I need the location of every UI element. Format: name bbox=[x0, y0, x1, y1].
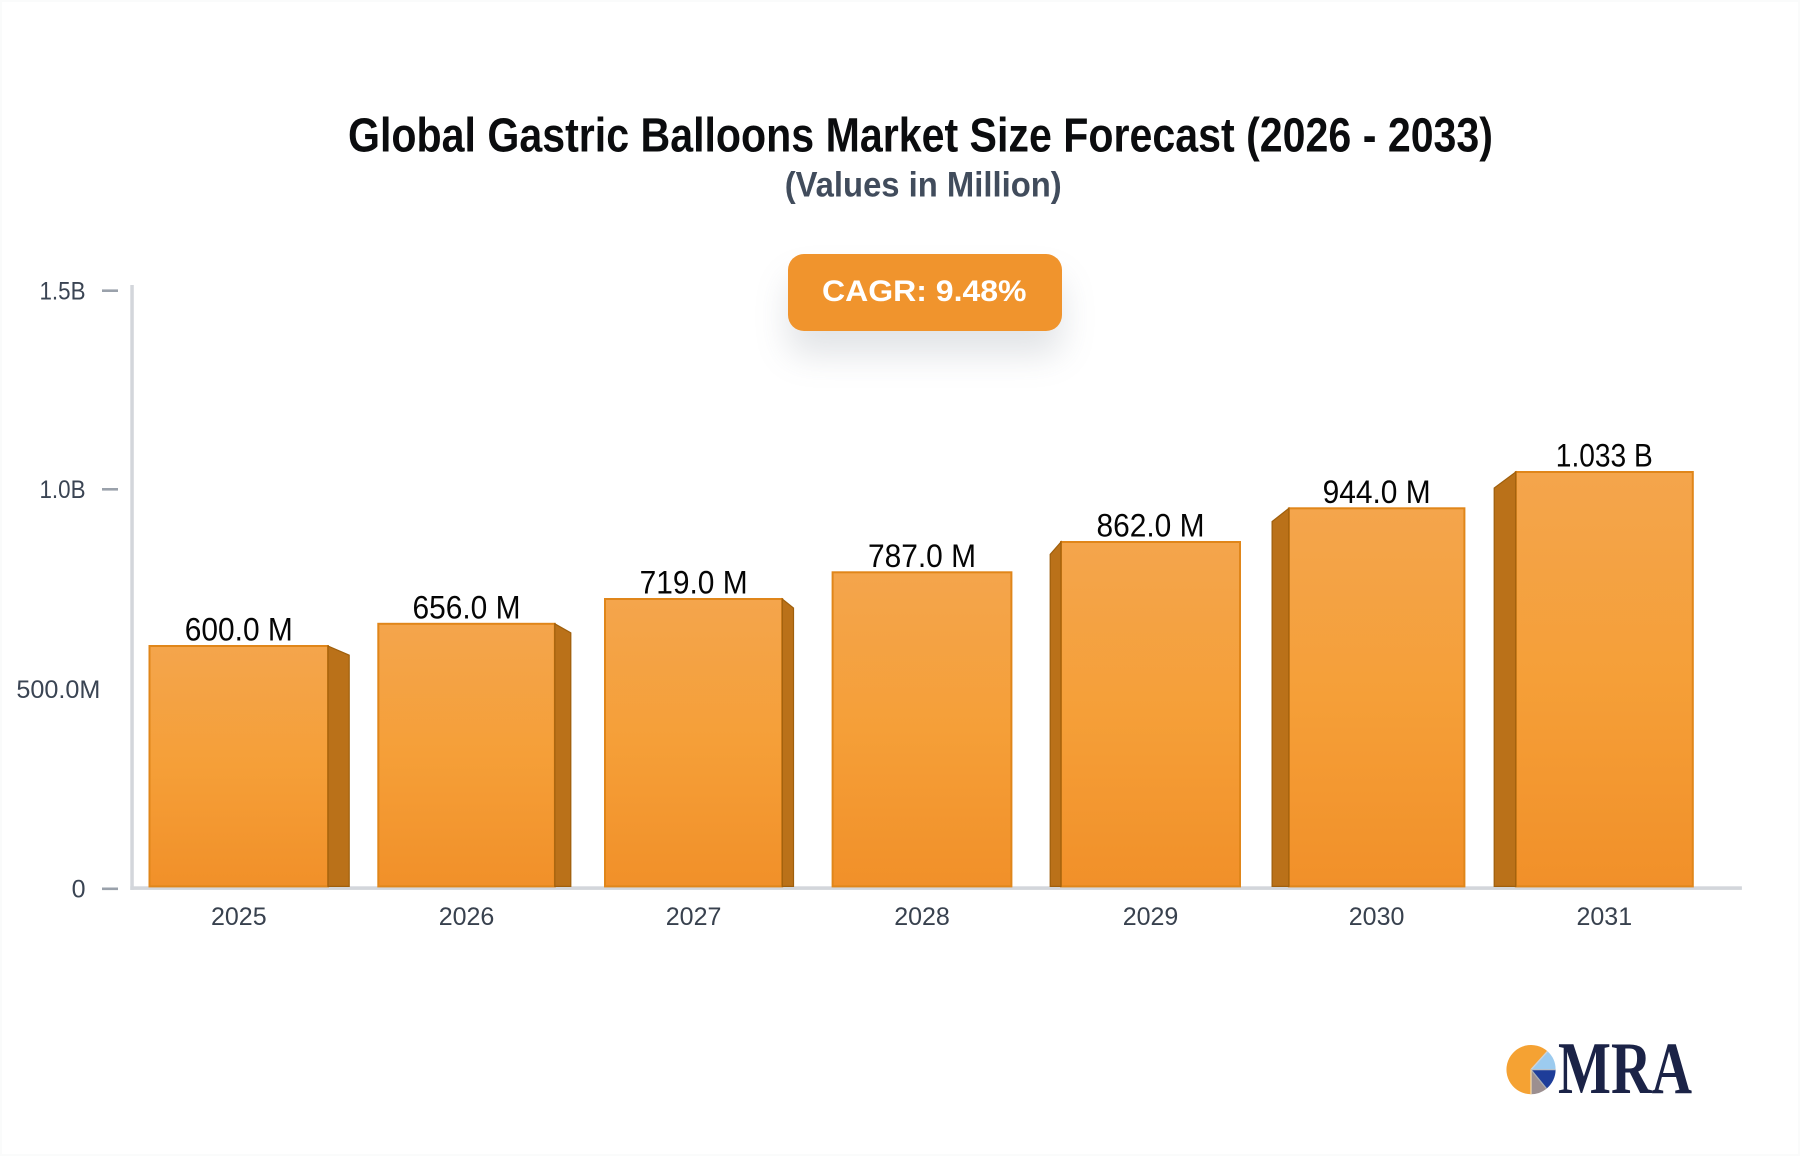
svg-text:2025: 2025 bbox=[211, 903, 267, 931]
svg-text:2027: 2027 bbox=[666, 903, 722, 931]
svg-text:Global Gastric Balloons Market: Global Gastric Balloons Market Size Fore… bbox=[348, 109, 1493, 163]
svg-text:CAGR: 9.48%: CAGR: 9.48% bbox=[822, 275, 1027, 308]
svg-text:1.0B: 1.0B bbox=[40, 476, 86, 504]
svg-text:944.0 M: 944.0 M bbox=[1323, 474, 1431, 510]
svg-text:2029: 2029 bbox=[1123, 903, 1179, 931]
svg-text:2030: 2030 bbox=[1349, 903, 1405, 931]
svg-text:656.0 M: 656.0 M bbox=[413, 590, 521, 626]
svg-text:500.0M: 500.0M bbox=[16, 676, 100, 704]
svg-text:0: 0 bbox=[72, 876, 86, 904]
svg-text:600.0 M: 600.0 M bbox=[185, 612, 293, 648]
svg-text:2031: 2031 bbox=[1576, 903, 1632, 931]
svg-text:862.0 M: 862.0 M bbox=[1097, 508, 1205, 544]
svg-text:719.0 M: 719.0 M bbox=[640, 565, 748, 601]
svg-text:1.5B: 1.5B bbox=[40, 278, 86, 306]
svg-text:2026: 2026 bbox=[439, 903, 495, 931]
svg-text:(Values in Million): (Values in Million) bbox=[785, 166, 1062, 205]
svg-text:1.033 B: 1.033 B bbox=[1556, 438, 1653, 474]
svg-text:787.0 M: 787.0 M bbox=[868, 538, 976, 574]
svg-text:2028: 2028 bbox=[894, 903, 950, 931]
svg-text:MRA: MRA bbox=[1558, 1028, 1692, 1110]
